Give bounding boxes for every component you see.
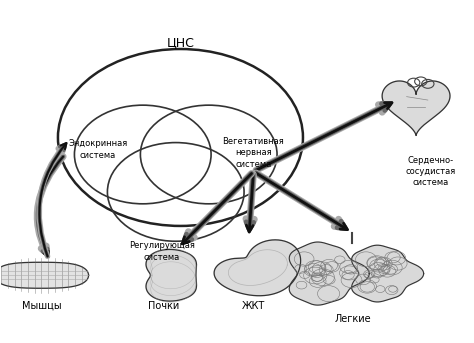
Text: Мышцы: Мышцы <box>22 301 61 311</box>
Polygon shape <box>0 262 89 288</box>
Text: ЖКТ: ЖКТ <box>242 301 265 311</box>
Text: Регулирующая
система: Регулирующая система <box>128 241 194 262</box>
Text: Сердечно-
сосудистая
система: Сердечно- сосудистая система <box>405 156 456 187</box>
Text: Почки: Почки <box>148 301 180 311</box>
Polygon shape <box>289 242 369 305</box>
Text: Вегетативная
нервная
система: Вегетативная нервная система <box>223 137 284 169</box>
Text: ЦНС: ЦНС <box>166 36 194 49</box>
Polygon shape <box>146 249 197 301</box>
Text: Легкие: Легкие <box>334 315 371 324</box>
Text: Эндокринная
система: Эндокринная система <box>68 139 128 159</box>
Polygon shape <box>382 81 450 135</box>
Polygon shape <box>352 245 424 302</box>
Polygon shape <box>214 240 301 296</box>
